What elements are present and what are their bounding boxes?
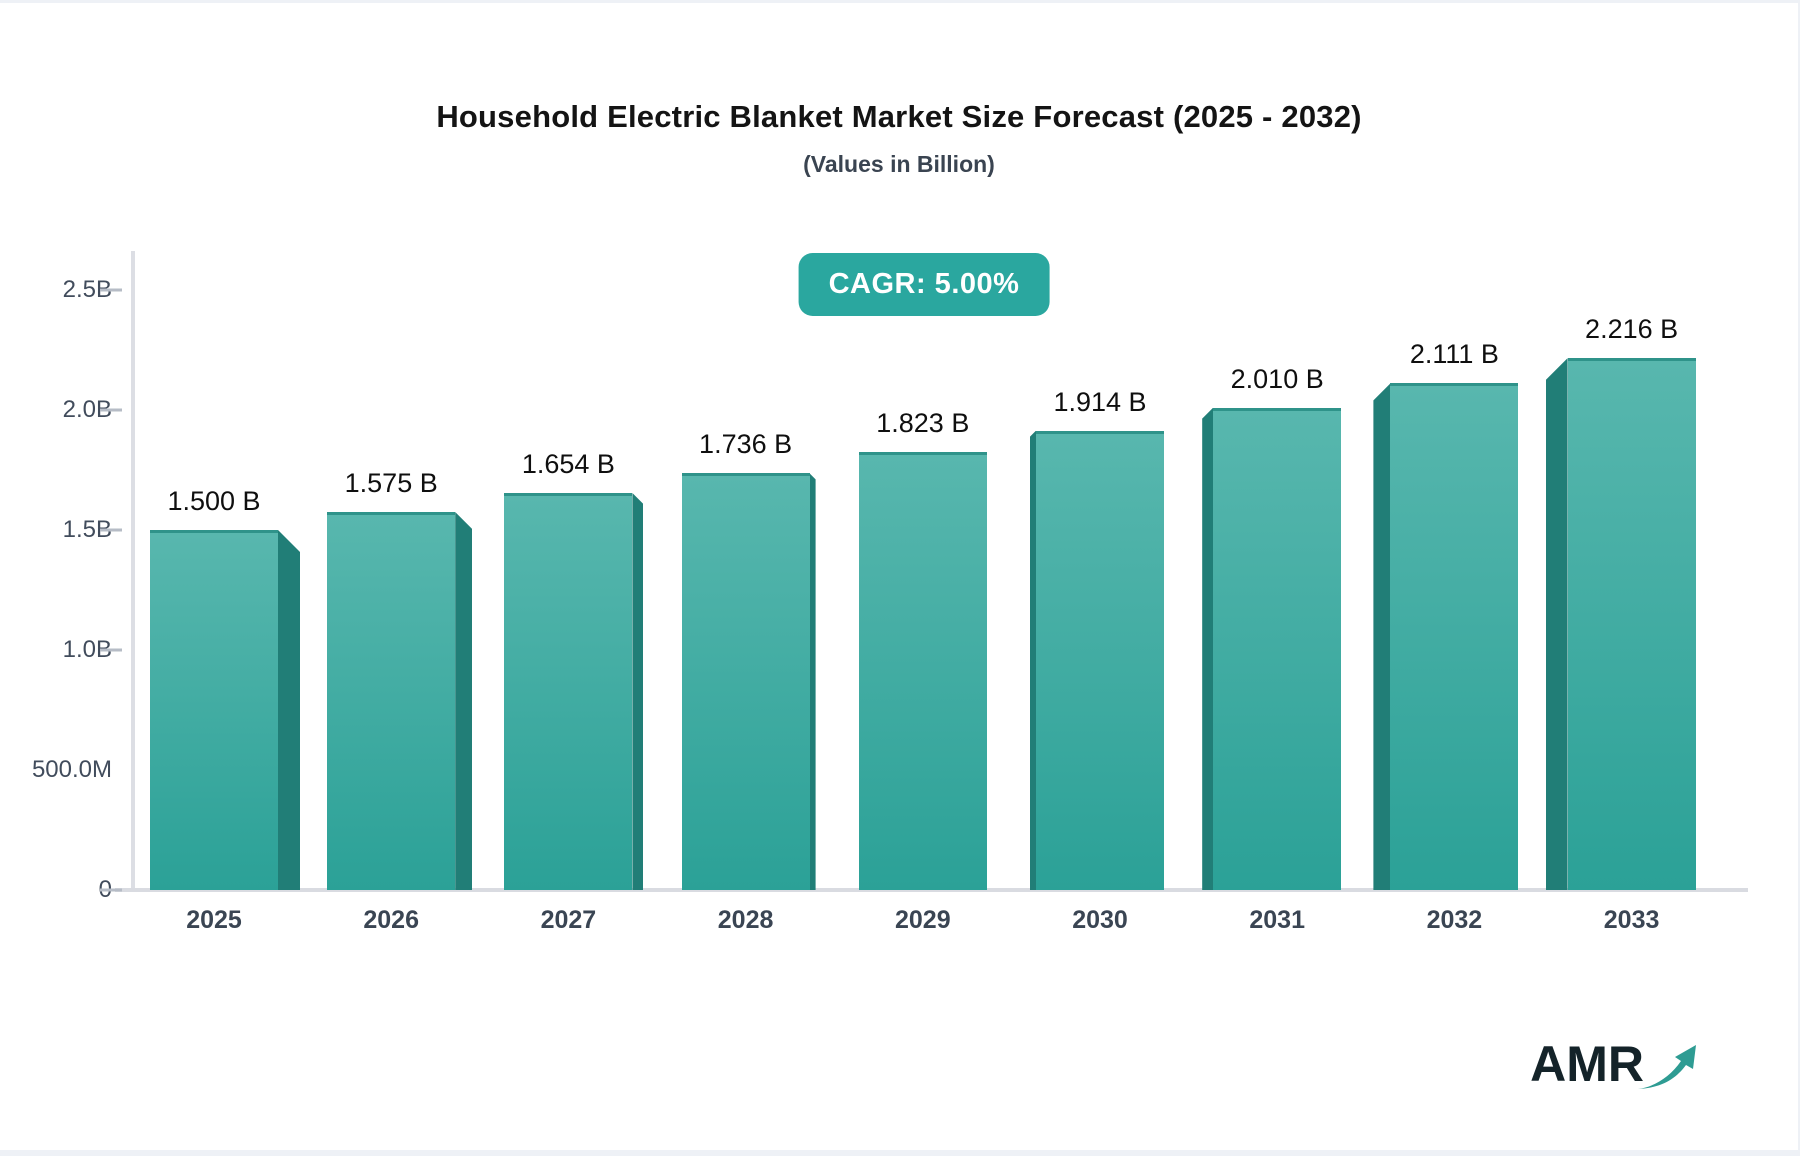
bar-value-label: 1.500 B [167, 486, 261, 516]
bar-face [681, 473, 810, 890]
bar-face [1390, 383, 1519, 890]
y-tick-label: 2.5B [62, 276, 112, 303]
bar-face [858, 452, 987, 890]
bar-2032 [1373, 383, 1519, 890]
bar-3d-side [278, 530, 300, 890]
x-tick-label-2027: 2027 [540, 906, 597, 934]
bar-value-label: 2.111 B [1409, 339, 1499, 370]
bar-face [327, 512, 456, 890]
bar-3d-side [632, 493, 644, 890]
chart-title: Household Electric Blanket Market Size F… [436, 99, 1362, 134]
bar-2033 [1545, 358, 1696, 890]
cagr-badge: CAGR: 5.00% [798, 253, 1050, 316]
x-tick-label-2029: 2029 [894, 906, 951, 934]
bar-value-label: 1.654 B [521, 449, 615, 480]
y-tick-mark [100, 408, 122, 412]
bar-2030 [1030, 430, 1164, 890]
chart-card: Household Electric Blanket Market Size F… [0, 3, 1798, 1150]
y-tick-label: 1.0B [62, 636, 112, 663]
bar-3d-side [1545, 358, 1568, 890]
bar-face [150, 530, 278, 890]
x-tick-label-2026: 2026 [363, 906, 419, 934]
bar-3d-side [1030, 430, 1036, 890]
bar-2025 [150, 530, 300, 890]
bar-2028 [681, 473, 816, 890]
bar-face [1036, 430, 1164, 890]
y-tick-mark [100, 648, 122, 652]
y-tick-mark [100, 288, 122, 292]
bar-2031 [1202, 407, 1342, 890]
bar-value-label: 1.736 B [699, 429, 793, 460]
x-tick-label-2031: 2031 [1249, 906, 1305, 934]
bar-3d-side [1373, 383, 1391, 890]
growth-arrow-icon [1636, 1041, 1698, 1098]
x-tick-label-2032: 2032 [1426, 906, 1483, 934]
bar-2027 [504, 493, 644, 890]
y-tick-label: 0 [10, 876, 112, 904]
y-tick-label: 500.0M [31, 756, 112, 783]
bar-2029 [858, 452, 987, 890]
x-tick-label-2025: 2025 [186, 906, 242, 934]
y-tick-mark [100, 528, 122, 532]
chart-subtitle: (Values in Billion) [803, 151, 995, 177]
bar-value-label: 2.216 B [1585, 314, 1679, 345]
amr-logo-text: AMR [1530, 1036, 1644, 1092]
bar-face [504, 493, 633, 890]
y-tick-mark [100, 888, 122, 892]
bar-value-label: 1.575 B [344, 468, 438, 498]
bar-value-label: 1.914 B [1053, 386, 1147, 417]
bar-3d-side [809, 473, 816, 890]
bar-2026 [327, 512, 473, 890]
bar-3d-side [1202, 407, 1214, 890]
y-tick-label: 2.0B [62, 396, 112, 423]
y-axis-line [131, 251, 135, 892]
x-tick-label-2030: 2030 [1072, 906, 1128, 934]
amr-logo: AMR [1530, 1039, 1698, 1098]
bar-3d-side [455, 512, 473, 890]
x-axis-line [115, 888, 1748, 892]
x-tick-label-2028: 2028 [717, 906, 774, 934]
bar-value-label: 2.010 B [1230, 363, 1324, 394]
bar-face [1213, 407, 1342, 890]
bar-face [1567, 358, 1696, 890]
x-tick-label-2033: 2033 [1603, 906, 1660, 934]
y-tick-label: 1.5B [62, 516, 112, 543]
bar-value-label: 1.823 B [876, 408, 970, 439]
